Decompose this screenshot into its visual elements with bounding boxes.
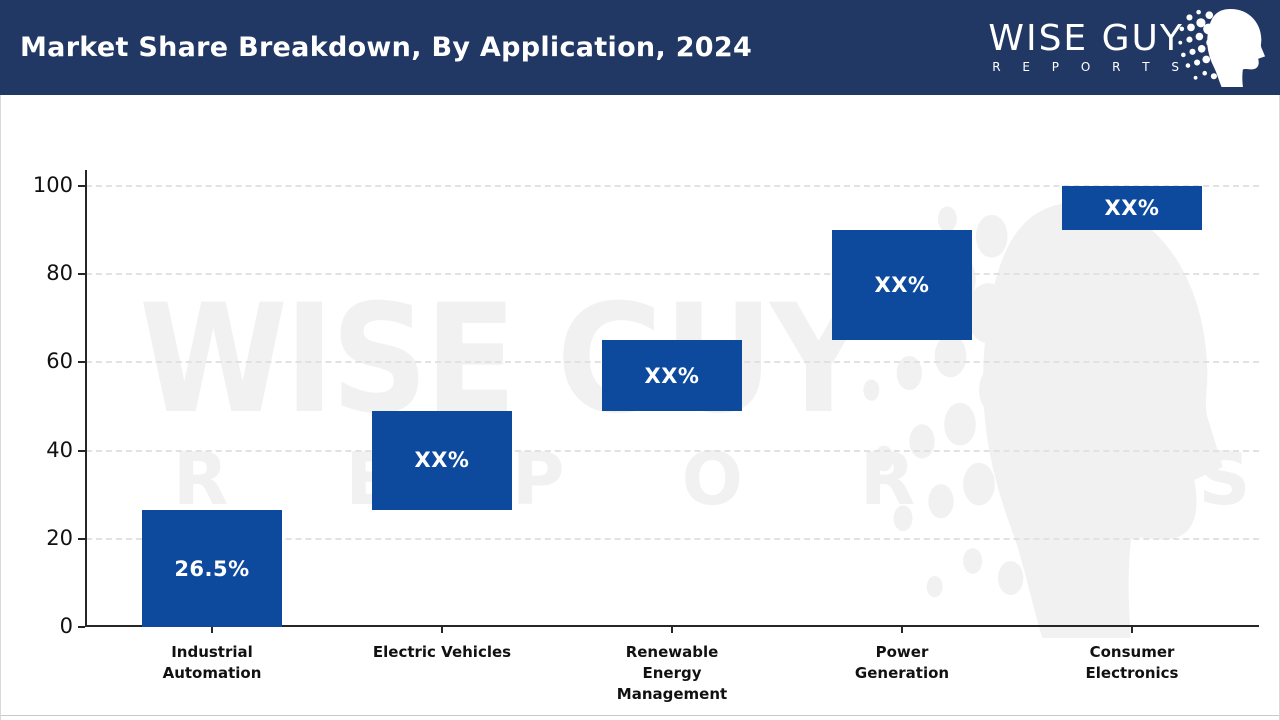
x-tick-mark	[671, 627, 673, 633]
x-axis-line	[86, 625, 1259, 627]
y-axis-tick-label: 0	[59, 614, 73, 638]
y-axis-line	[85, 170, 87, 627]
gridline	[86, 273, 1259, 276]
dotted-head-icon	[1178, 8, 1266, 87]
page-title: Market Share Breakdown, By Application, …	[20, 32, 753, 63]
bar-value-label: XX%	[874, 273, 930, 298]
x-axis-category-label: Industrial Automation	[162, 643, 262, 682]
y-tick-mark	[78, 361, 85, 364]
x-tick-mark	[441, 627, 443, 633]
x-tick-mark	[901, 627, 903, 633]
y-axis-tick-label: 20	[46, 525, 73, 550]
header-bar: Market Share Breakdown, By Application, …	[0, 0, 1280, 95]
brand-logo-text: WISE GUY R E P O R T S	[984, 18, 1188, 75]
gridline	[86, 537, 1259, 540]
bar: XX%	[832, 229, 972, 341]
x-axis-category-label: Renewable Energy Management	[616, 643, 728, 703]
bar: XX%	[1062, 185, 1202, 230]
x-axis-category-label: Power Generation	[854, 643, 950, 682]
bar: XX%	[372, 410, 512, 511]
y-tick-mark	[78, 537, 85, 540]
x-axis-category-label: Electric Vehicles	[372, 643, 512, 661]
x-tick-mark	[211, 627, 213, 633]
brand-logo: WISE GUY R E P O R T S	[984, 6, 1268, 90]
y-axis-tick-label: 100	[32, 172, 73, 197]
y-tick-mark	[78, 449, 85, 452]
bottom-divider	[1, 715, 1279, 716]
bar-value-label: 26.5%	[174, 556, 250, 581]
bar: XX%	[602, 340, 742, 411]
x-tick-mark	[1131, 627, 1133, 633]
logo-subtext: R E P O R T S	[992, 60, 1188, 74]
gridline	[86, 449, 1259, 452]
bar-value-label: XX%	[414, 448, 470, 473]
y-tick-mark	[78, 626, 85, 628]
x-axis-category-label: Consumer Electronics	[1085, 643, 1179, 682]
chart-canvas: WISE GUY R E P O R T S 0 20 40 60 80 100 26.5%…	[0, 95, 1280, 720]
bar: 26.5%	[142, 510, 282, 627]
y-tick-mark	[78, 184, 85, 187]
gridline	[86, 184, 1259, 187]
bar-value-label: XX%	[1104, 195, 1160, 220]
bar-value-label: XX%	[644, 363, 700, 388]
y-tick-mark	[78, 273, 85, 276]
y-axis-tick-label: 80	[46, 261, 73, 286]
y-axis-tick-label: 60	[46, 349, 73, 374]
logo-wordmark: WISE GUY	[988, 18, 1184, 59]
waterfall-chart: 0 20 40 60 80 100 26.5% Industrial Automation XX…	[1, 95, 1279, 720]
y-axis-tick-label: 40	[46, 437, 73, 462]
